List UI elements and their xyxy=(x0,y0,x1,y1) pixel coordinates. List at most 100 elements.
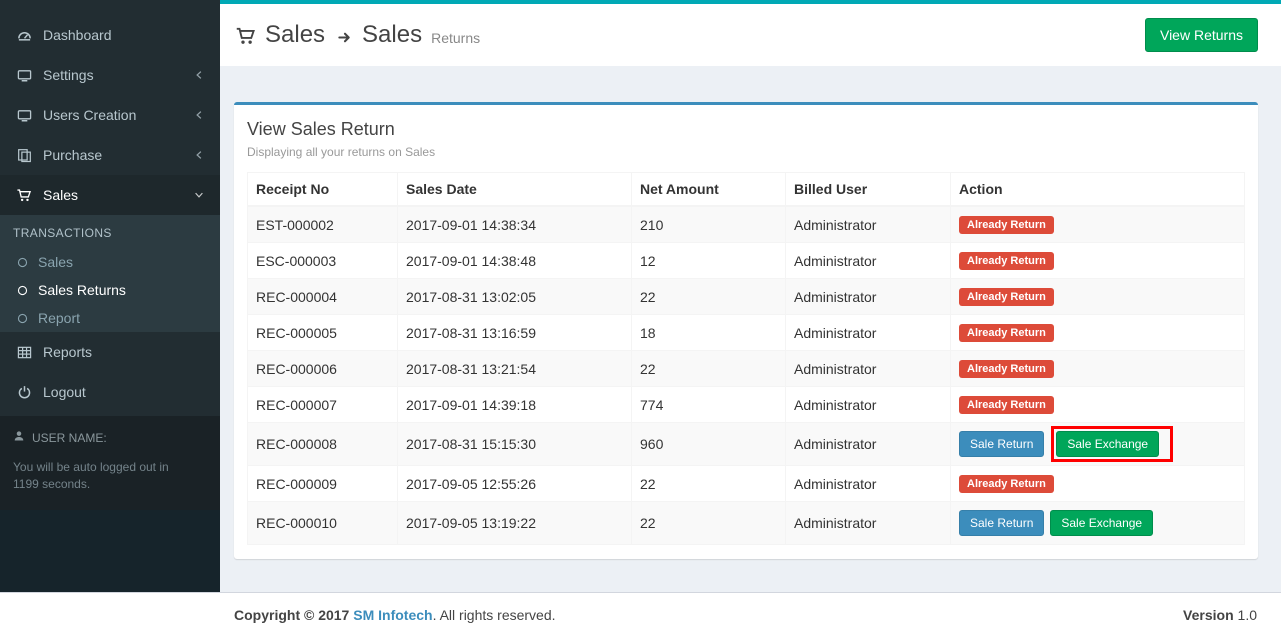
table-row: REC-000006 2017-08-31 13:21:54 22 Administr… xyxy=(247,350,1245,387)
table-header: Receipt No Sales Date Net Amount Billed Use… xyxy=(247,172,1245,207)
cell-action: Already Return xyxy=(950,278,1245,315)
cell-action: Already Return xyxy=(950,350,1245,387)
cell-sales-date: 2017-08-31 15:15:30 xyxy=(397,422,632,466)
user-name-label: USER NAME: xyxy=(32,430,107,445)
content-area: View Sales Return Displaying all your re… xyxy=(220,66,1281,559)
dashboard-icon xyxy=(15,28,33,43)
user-name-row: USER NAME: xyxy=(13,430,207,445)
copy-icon xyxy=(15,148,33,163)
company-link[interactable]: SM Infotech xyxy=(353,607,433,623)
already-return-badge: Already Return xyxy=(959,360,1054,378)
cell-receipt-no: REC-000006 xyxy=(247,350,398,387)
cart-icon xyxy=(15,188,33,203)
sidebar-item-sales-returns[interactable]: Sales Returns xyxy=(0,276,220,304)
sidebar-item-settings[interactable]: Settings xyxy=(0,55,220,95)
already-return-badge: Already Return xyxy=(959,216,1054,234)
cell-action: Already Return xyxy=(950,242,1245,279)
cell-sales-date: 2017-09-01 14:38:48 xyxy=(397,242,632,279)
version-text: Version 1.0 xyxy=(1183,607,1257,623)
cell-sales-date: 2017-08-31 13:16:59 xyxy=(397,314,632,351)
sidebar-filler xyxy=(0,509,220,592)
table-icon xyxy=(15,345,33,360)
sidebar-item-report[interactable]: Report xyxy=(0,304,220,332)
table-row: REC-000007 2017-09-01 14:39:18 774 Administ… xyxy=(247,386,1245,423)
user-panel: USER NAME: You will be auto logged out i… xyxy=(0,416,220,510)
sidebar-item-sales[interactable]: Sales xyxy=(0,248,220,276)
sidebar-item-label: Sales Returns xyxy=(38,282,126,298)
sale-return-button[interactable]: Sale Return xyxy=(959,510,1045,536)
sale-exchange-button[interactable]: Sale Exchange xyxy=(1050,510,1154,536)
cell-net-amount: 12 xyxy=(631,242,786,279)
copyright-prefix: Copyright © 2017 xyxy=(234,607,354,623)
sidebar-item-sales[interactable]: Sales xyxy=(0,175,220,215)
cell-billed-user: Administrator xyxy=(785,205,951,243)
sidebar-item-reports[interactable]: Reports xyxy=(0,332,220,372)
table-header-row: Receipt No Sales Date Net Amount Billed Use… xyxy=(247,172,1245,207)
already-return-badge: Already Return xyxy=(959,324,1054,342)
cell-action: Sale Return Sale Exchange xyxy=(950,422,1245,466)
sidebar-item-label: Users Creation xyxy=(43,107,137,123)
cell-net-amount: 210 xyxy=(631,205,786,243)
cell-sales-date: 2017-09-01 14:39:18 xyxy=(397,386,632,423)
sidebar-item-label: Reports xyxy=(43,344,93,360)
cell-receipt-no: REC-000005 xyxy=(247,314,398,351)
cell-sales-date: 2017-08-31 13:02:05 xyxy=(397,278,632,315)
cell-action: Already Return xyxy=(950,386,1245,423)
already-return-badge: Already Return xyxy=(959,288,1054,306)
view-returns-button[interactable]: View Returns xyxy=(1144,18,1258,52)
cell-net-amount: 22 xyxy=(631,350,786,387)
version-value: 1.0 xyxy=(1233,607,1257,623)
cell-receipt-no: REC-000004 xyxy=(247,278,398,315)
breadcrumb-page-sub: Returns xyxy=(431,30,481,46)
cell-billed-user: Administrator xyxy=(785,278,951,315)
cell-action: Sale Return Sale Exchange xyxy=(950,501,1245,545)
version-label: Version xyxy=(1183,607,1234,623)
cell-billed-user: Administrator xyxy=(785,422,951,466)
sale-exchange-button[interactable]: Sale Exchange xyxy=(1056,431,1160,457)
sidebar-item-label: Settings xyxy=(43,67,94,83)
table-row: REC-000005 2017-08-31 13:16:59 18 Administr… xyxy=(247,314,1245,351)
cart-icon xyxy=(235,26,256,46)
cell-receipt-no: REC-000010 xyxy=(247,501,398,545)
sidebar: Dashboard Settings Users Creation Purchase S… xyxy=(0,0,220,592)
power-icon xyxy=(15,385,33,400)
cell-billed-user: Administrator xyxy=(785,314,951,351)
monitor-icon xyxy=(15,68,33,83)
cell-net-amount: 22 xyxy=(631,501,786,545)
sidebar-item-purchase[interactable]: Purchase xyxy=(0,135,220,175)
card-subtitle: Displaying all your returns on Sales xyxy=(247,145,436,159)
sales-returns-table: Receipt No Sales Date Net Amount Billed Use… xyxy=(247,172,1245,545)
circle-icon xyxy=(16,313,29,324)
chevron-left-icon xyxy=(193,149,205,161)
sidebar-item-dashboard[interactable]: Dashboard xyxy=(0,15,220,55)
cell-receipt-no: ESC-000003 xyxy=(247,242,398,279)
cell-receipt-no: REC-000009 xyxy=(247,465,398,502)
sidebar-item-label: Dashboard xyxy=(43,27,112,43)
sale-return-button[interactable]: Sale Return xyxy=(959,431,1045,457)
column-header-net-amount: Net Amount xyxy=(631,172,786,207)
cell-sales-date: 2017-09-01 14:38:34 xyxy=(397,205,632,243)
table-row: ESC-000003 2017-09-01 14:38:48 12 Administr… xyxy=(247,242,1245,279)
circle-icon xyxy=(16,257,29,268)
cell-billed-user: Administrator xyxy=(785,386,951,423)
sidebar-item-label: Sales xyxy=(38,254,74,270)
arrow-right-icon xyxy=(336,30,353,45)
card-title: View Sales Return xyxy=(247,119,395,139)
content-header: Sales Sales Returns View Returns xyxy=(220,4,1281,66)
already-return-badge: Already Return xyxy=(959,252,1054,270)
copyright-suffix: . All rights reserved. xyxy=(432,607,556,623)
cell-action: Already Return xyxy=(950,314,1245,351)
sidebar-item-logout[interactable]: Logout xyxy=(0,372,220,412)
chevron-down-icon xyxy=(193,189,205,201)
cell-receipt-no: REC-000008 xyxy=(247,422,398,466)
table-row: REC-000008 2017-08-31 15:15:30 960 Administ… xyxy=(247,422,1245,466)
main-area: Sales Sales Returns View Returns View Sa… xyxy=(220,0,1281,592)
cell-action: Already Return xyxy=(950,465,1245,502)
cell-sales-date: 2017-09-05 13:19:22 xyxy=(397,501,632,545)
sidebar-item-label: Report xyxy=(38,310,81,326)
sidebar-section-header-transactions: TRANSACTIONS xyxy=(0,215,220,248)
sidebar-item-users-creation[interactable]: Users Creation xyxy=(0,95,220,135)
cell-sales-date: 2017-09-05 12:55:26 xyxy=(397,465,632,502)
footer: Version 1.0 Copyright © 2017 SM Infotech… xyxy=(0,592,1281,639)
sidebar-item-label: Logout xyxy=(43,384,86,400)
